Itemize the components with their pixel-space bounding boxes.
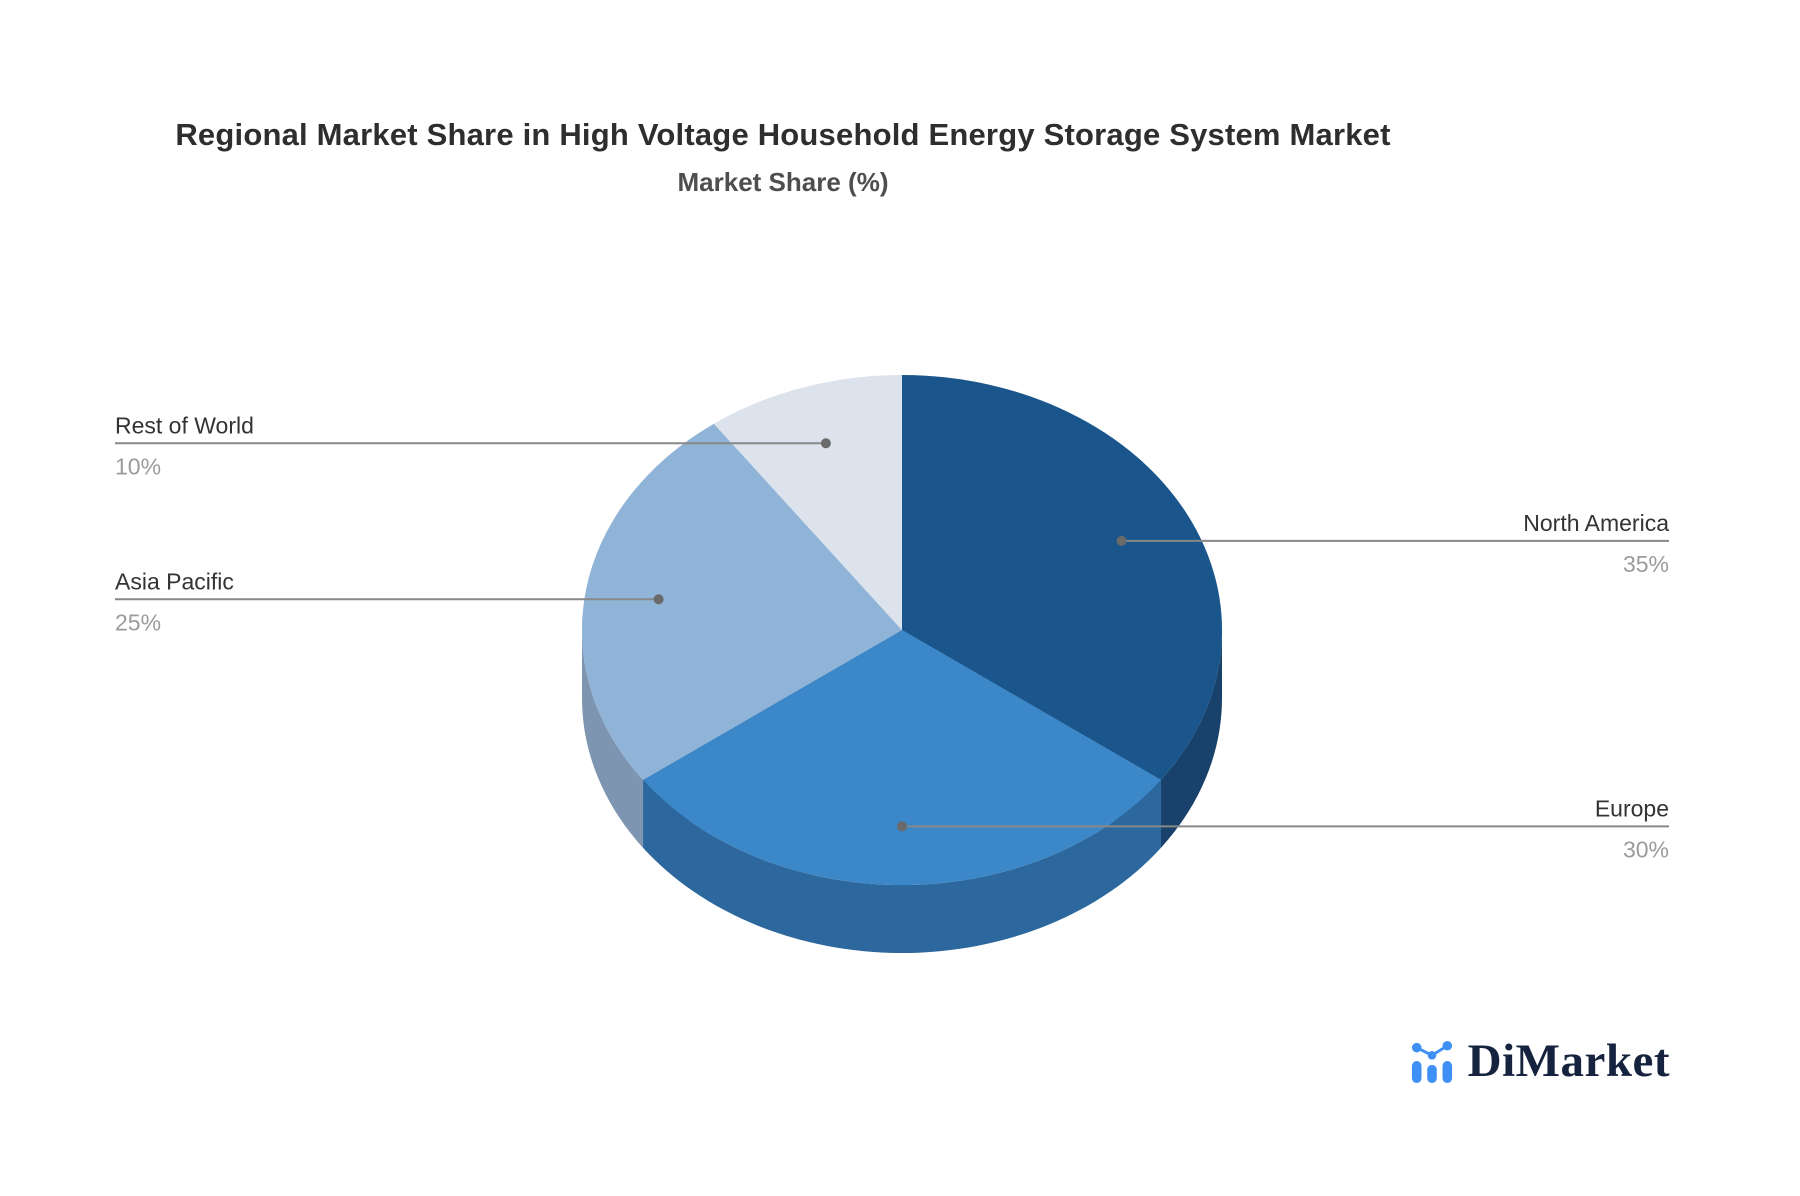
pie-slice-asia-pacific[interactable] [581,423,902,780]
slice-percent-asia-pacific: 25% [115,609,161,635]
leader-dot-asia-pacific [653,594,664,605]
slice-percent-rest-of-world: 10% [115,453,161,479]
pie-slice-north-america[interactable] [902,375,1223,780]
chart-subtitle: Market Share (%) [677,167,889,197]
leader-dot-rest-of-world [820,438,831,449]
pie-slice-asia-pacific-side [581,630,644,848]
brand-watermark: DiMarket [1409,1038,1670,1085]
slice-label-north-america: North America [1523,510,1669,536]
pie-slice-north-america-side [1160,630,1222,848]
slice-percent-north-america: 35% [1623,551,1669,577]
pie-slice-rest-of-world[interactable] [713,375,902,630]
pie-slice-europe[interactable] [643,630,1161,886]
slice-label-europe: Europe [1595,795,1669,821]
chart-title: Regional Market Share in High Voltage Ho… [175,117,1391,152]
leader-dot-europe [897,821,907,832]
brand-name: DiMarket [1467,1035,1670,1087]
bar-line-chart-icon [1411,1040,1452,1083]
leader-dot-north-america [1116,535,1127,546]
slice-percent-europe: 30% [1623,836,1669,862]
pie-slice-europe-side [643,779,1161,954]
slice-label-rest-of-world: Rest of World [115,412,254,438]
slice-label-asia-pacific: Asia Pacific [115,568,234,594]
